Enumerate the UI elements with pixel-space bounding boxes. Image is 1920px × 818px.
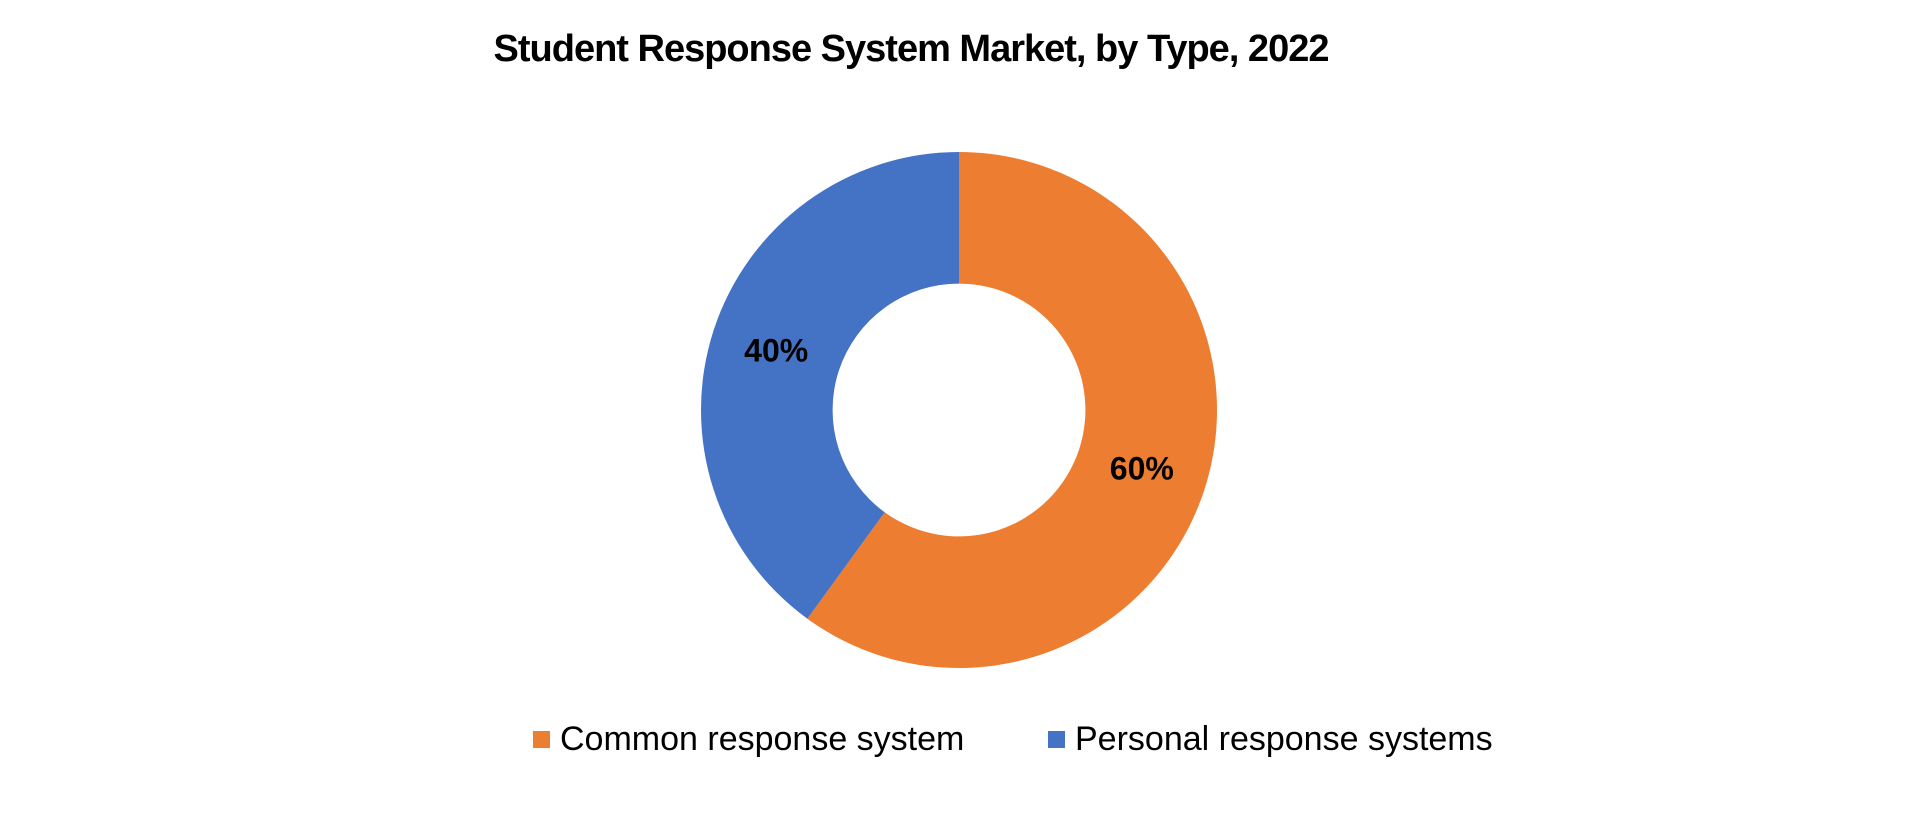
data-label-personal-response: 40% [744,332,809,369]
chart-title: Student Response System Market, by Type,… [493,28,1330,70]
data-label-common-response: 60% [1109,450,1174,487]
donut-segment-1 [700,152,959,619]
donut-segment-0 [807,152,1217,668]
